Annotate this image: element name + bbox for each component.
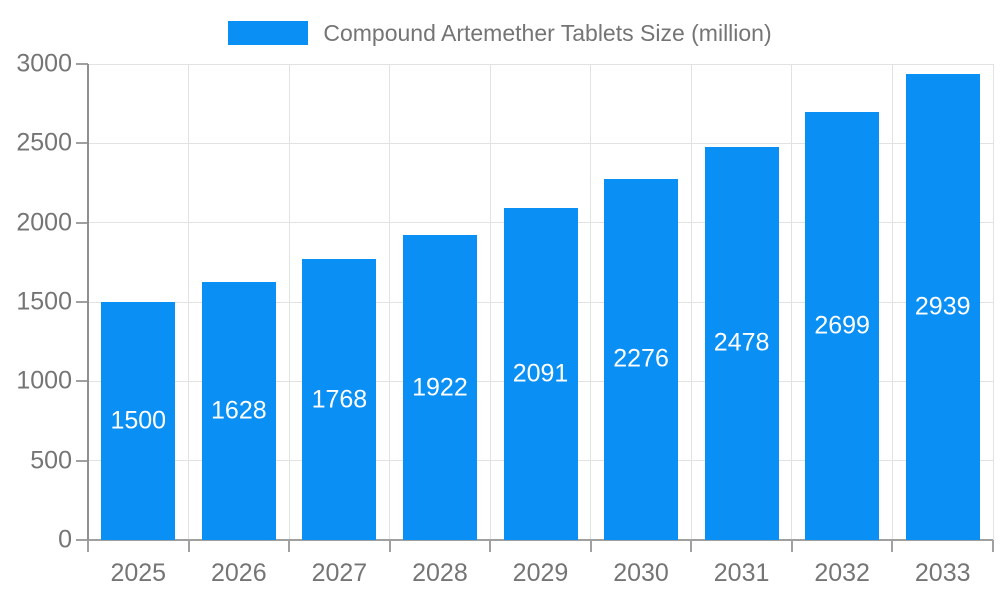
y-axis-tick <box>76 142 88 145</box>
y-axis-tick <box>76 221 88 224</box>
y-axis-label: 1000 <box>16 366 72 395</box>
y-axis-tick <box>76 459 88 462</box>
y-axis-line <box>87 64 89 540</box>
bar-value-label: 1768 <box>311 385 368 414</box>
y-axis-label: 3000 <box>16 49 72 78</box>
legend-label: Compound Artemether Tablets Size (millio… <box>323 19 772 46</box>
bar-2032[interactable]: 2699 <box>805 111 880 540</box>
legend-item[interactable]: Compound Artemether Tablets Size (millio… <box>0 18 1000 48</box>
x-axis-tick <box>288 540 291 552</box>
y-axis-tick <box>76 380 88 383</box>
x-axis-label: 2030 <box>613 559 669 587</box>
x-gridline <box>891 64 893 540</box>
y-axis-tick <box>76 301 88 303</box>
x-axis-tick <box>992 540 994 552</box>
x-axis-label: 2028 <box>412 559 468 587</box>
x-axis-tick <box>187 540 190 552</box>
x-gridline <box>690 64 692 540</box>
x-axis-line <box>88 539 993 541</box>
bar-2033[interactable]: 2939 <box>905 73 980 540</box>
bar-2026[interactable]: 1628 <box>201 281 276 540</box>
bar-2028[interactable]: 1922 <box>402 235 477 540</box>
x-axis-tick <box>790 540 793 552</box>
x-axis-tick <box>388 540 391 552</box>
bar-value-label: 1628 <box>211 396 267 425</box>
x-axis-label: 2032 <box>814 559 870 587</box>
bar-value-label: 2276 <box>613 344 669 373</box>
x-axis-tick <box>891 540 894 552</box>
x-axis-label: 2026 <box>211 559 267 587</box>
bar-2027[interactable]: 1768 <box>302 259 377 540</box>
bar-value-label: 1922 <box>412 373 468 401</box>
bar-2030[interactable]: 2276 <box>604 178 679 540</box>
x-gridline <box>791 64 793 540</box>
y-axis-label: 500 <box>30 446 72 475</box>
bar-value-label: 1500 <box>110 406 167 435</box>
x-gridline <box>992 64 994 540</box>
x-gridline <box>389 64 391 540</box>
bar-value-label: 2939 <box>914 292 971 321</box>
legend-swatch-icon <box>228 21 309 45</box>
bar-value-label: 2478 <box>713 328 770 357</box>
bar-2029[interactable]: 2091 <box>503 208 578 540</box>
x-gridline <box>288 64 290 540</box>
x-axis-tick <box>589 540 592 552</box>
x-gridline <box>188 64 190 540</box>
y-axis-tick <box>76 63 88 65</box>
y-axis-label: 2500 <box>16 128 72 157</box>
bar-value-label: 2699 <box>814 311 870 340</box>
y-gridline <box>88 63 993 65</box>
x-axis-tick <box>489 540 492 552</box>
x-axis-label: 2029 <box>512 559 569 587</box>
x-axis-tick <box>87 540 89 552</box>
y-axis-label: 1500 <box>16 287 72 316</box>
x-gridline <box>590 64 592 540</box>
x-axis-label: 2031 <box>713 559 770 587</box>
bar-2025[interactable]: 1500 <box>101 302 176 540</box>
y-axis-tick <box>76 539 88 541</box>
bar-2031[interactable]: 2478 <box>704 146 779 540</box>
x-axis-label: 2025 <box>110 559 167 587</box>
x-axis-label: 2027 <box>311 559 368 587</box>
x-axis-tick <box>690 540 693 552</box>
bar-value-label: 2091 <box>512 359 569 388</box>
y-gridline <box>88 142 993 144</box>
x-gridline <box>489 64 491 540</box>
y-axis-label: 0 <box>58 525 72 554</box>
x-axis-label: 2033 <box>914 559 971 587</box>
y-axis-label: 2000 <box>16 208 72 237</box>
